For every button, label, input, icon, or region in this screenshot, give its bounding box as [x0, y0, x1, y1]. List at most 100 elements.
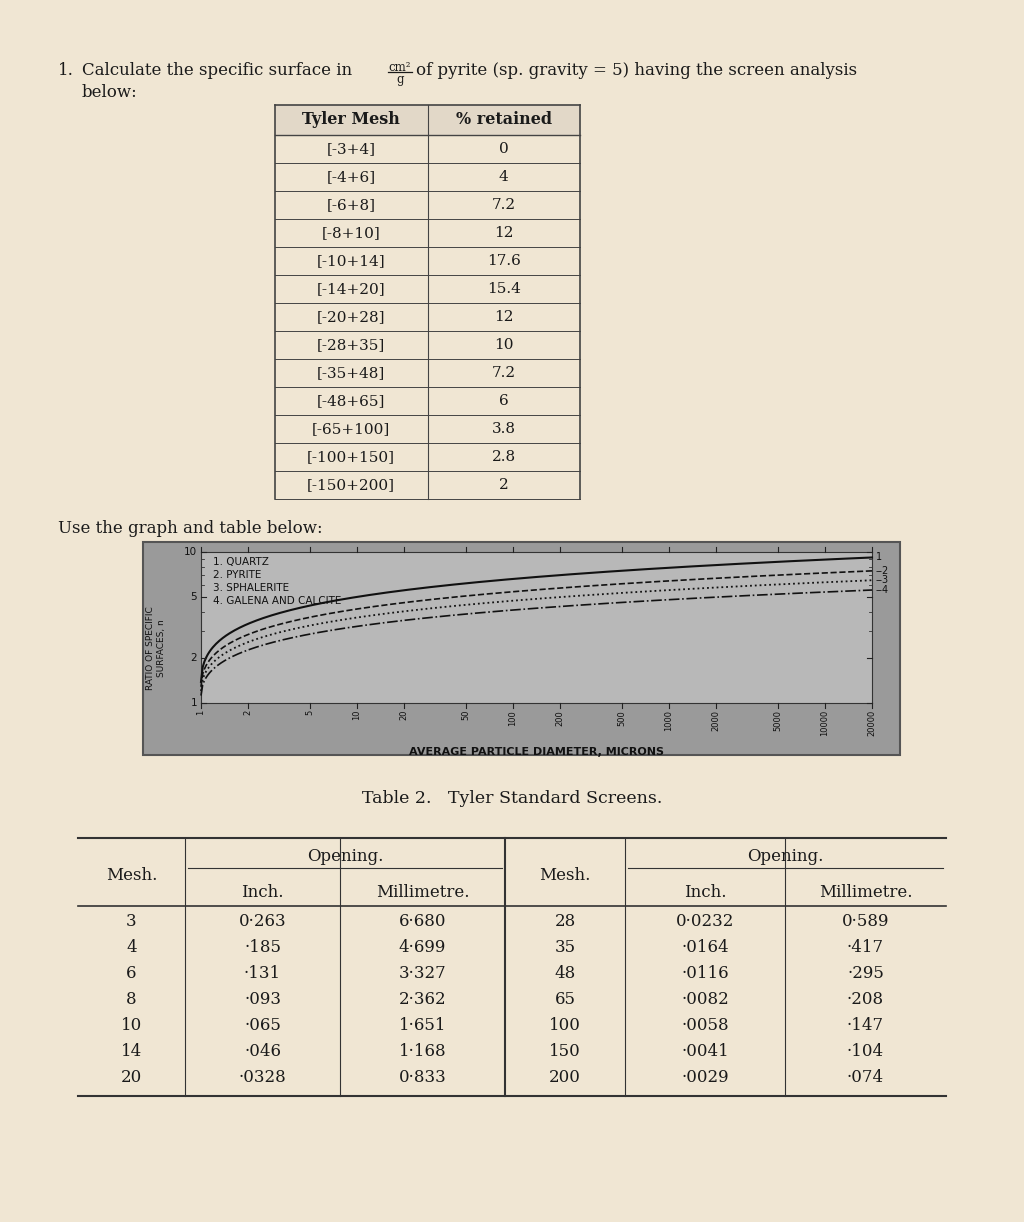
Text: 4·699: 4·699	[398, 940, 446, 957]
Text: 3.8: 3.8	[492, 422, 516, 436]
Text: Opening.: Opening.	[748, 848, 823, 865]
Text: [-65+100]: [-65+100]	[312, 422, 390, 436]
Text: 3·327: 3·327	[398, 965, 446, 982]
Text: ·208: ·208	[847, 991, 884, 1008]
Text: 5: 5	[190, 593, 197, 602]
Text: 7.2: 7.2	[492, 367, 516, 380]
Text: 2000: 2000	[712, 710, 721, 731]
Text: 6·680: 6·680	[398, 914, 446, 930]
Text: 1.: 1.	[58, 62, 74, 79]
Text: 65: 65	[555, 991, 575, 1008]
Text: Table 2.   Tyler Standard Screens.: Table 2. Tyler Standard Screens.	[361, 789, 663, 807]
Text: 200: 200	[555, 710, 564, 726]
Text: 15.4: 15.4	[486, 282, 520, 296]
Text: 10000: 10000	[820, 710, 829, 736]
Text: 2: 2	[190, 653, 197, 662]
Text: ·0116: ·0116	[681, 965, 729, 982]
Text: ·0058: ·0058	[681, 1018, 729, 1035]
Text: Calculate the specific surface in: Calculate the specific surface in	[82, 62, 352, 79]
Text: 20: 20	[121, 1069, 142, 1086]
Text: 1·168: 1·168	[398, 1044, 446, 1061]
Text: 10: 10	[352, 710, 361, 721]
Text: 6: 6	[499, 393, 509, 408]
Text: 6: 6	[126, 965, 137, 982]
Text: 100: 100	[509, 710, 517, 726]
Text: 1. QUARTZ: 1. QUARTZ	[213, 557, 269, 567]
Text: 28: 28	[554, 914, 575, 930]
Text: [-28+35]: [-28+35]	[317, 338, 385, 352]
Text: 150: 150	[549, 1044, 581, 1061]
Text: 200: 200	[549, 1069, 581, 1086]
Text: 1: 1	[190, 698, 197, 708]
Text: 12: 12	[494, 226, 513, 240]
Text: [-14+20]: [-14+20]	[317, 282, 386, 296]
Text: ·065: ·065	[244, 1018, 281, 1035]
Text: 7.2: 7.2	[492, 198, 516, 211]
Text: ·093: ·093	[244, 991, 281, 1008]
Text: 5: 5	[305, 710, 314, 715]
Text: % retained: % retained	[456, 111, 552, 128]
Text: 2.8: 2.8	[492, 450, 516, 464]
Text: RATIO OF SPECIFIC
SURFACES, n: RATIO OF SPECIFIC SURFACES, n	[146, 606, 166, 690]
Text: 100: 100	[549, 1018, 581, 1035]
Bar	[143, 543, 900, 755]
Text: ·0164: ·0164	[681, 940, 729, 957]
Text: Opening.: Opening.	[307, 848, 383, 865]
Text: 4: 4	[499, 170, 509, 185]
Text: 4: 4	[126, 940, 137, 957]
Text: [-100+150]: [-100+150]	[307, 450, 395, 464]
Text: ·046: ·046	[244, 1044, 281, 1061]
Text: [-6+8]: [-6+8]	[327, 198, 376, 211]
Text: 17.6: 17.6	[486, 254, 520, 268]
Text: --4: --4	[876, 585, 889, 595]
Text: g: g	[396, 73, 403, 86]
Text: 1: 1	[876, 552, 882, 562]
Text: 2·362: 2·362	[398, 991, 446, 1008]
Text: cm²: cm²	[389, 61, 412, 75]
Bar	[201, 552, 872, 703]
Text: [-10+14]: [-10+14]	[317, 254, 386, 268]
Text: 3: 3	[126, 914, 137, 930]
Text: 2: 2	[244, 710, 253, 715]
Text: [-20+28]: [-20+28]	[317, 310, 385, 324]
Text: ·0041: ·0041	[681, 1044, 729, 1061]
Text: 48: 48	[554, 965, 575, 982]
Text: ·0029: ·0029	[681, 1069, 729, 1086]
Text: Use the graph and table below:: Use the graph and table below:	[58, 521, 323, 536]
Text: [-3+4]: [-3+4]	[327, 142, 376, 156]
Text: 14: 14	[121, 1044, 142, 1061]
Text: Inch.: Inch.	[242, 884, 284, 901]
Text: 0·263: 0·263	[239, 914, 287, 930]
Text: 8: 8	[126, 991, 137, 1008]
Text: 10: 10	[121, 1018, 142, 1035]
Text: Millimetre.: Millimetre.	[819, 884, 912, 901]
Text: 500: 500	[617, 710, 627, 726]
Text: 4. GALENA AND CALCITE: 4. GALENA AND CALCITE	[213, 596, 341, 606]
Text: ·295: ·295	[847, 965, 884, 982]
Text: 2. PYRITE: 2. PYRITE	[213, 569, 261, 580]
Text: 1·651: 1·651	[398, 1018, 446, 1035]
Text: ·074: ·074	[847, 1069, 884, 1086]
Text: Millimetre.: Millimetre.	[376, 884, 469, 901]
Text: [-35+48]: [-35+48]	[317, 367, 385, 380]
Text: ·147: ·147	[847, 1018, 884, 1035]
Text: ·131: ·131	[244, 965, 281, 982]
Text: below:: below:	[82, 84, 138, 101]
Text: 10: 10	[184, 547, 197, 557]
Text: 10: 10	[494, 338, 513, 352]
Text: AVERAGE PARTICLE DIAMETER, MICRONS: AVERAGE PARTICLE DIAMETER, MICRONS	[409, 747, 664, 756]
Text: 35: 35	[554, 940, 575, 957]
Text: Mesh.: Mesh.	[540, 868, 591, 885]
Text: ·417: ·417	[847, 940, 884, 957]
Text: ·104: ·104	[847, 1044, 884, 1061]
Text: 0·833: 0·833	[398, 1069, 446, 1086]
Text: of pyrite (sp. gravity = 5) having the screen analysis: of pyrite (sp. gravity = 5) having the s…	[416, 62, 857, 79]
Text: 20: 20	[399, 710, 409, 721]
Text: --2: --2	[876, 566, 889, 576]
Text: --3: --3	[876, 576, 889, 585]
Text: 50: 50	[462, 710, 471, 721]
Text: 1: 1	[197, 710, 206, 715]
Text: 1000: 1000	[665, 710, 674, 731]
Text: [-150+200]: [-150+200]	[307, 478, 395, 492]
Text: [-48+65]: [-48+65]	[317, 393, 385, 408]
